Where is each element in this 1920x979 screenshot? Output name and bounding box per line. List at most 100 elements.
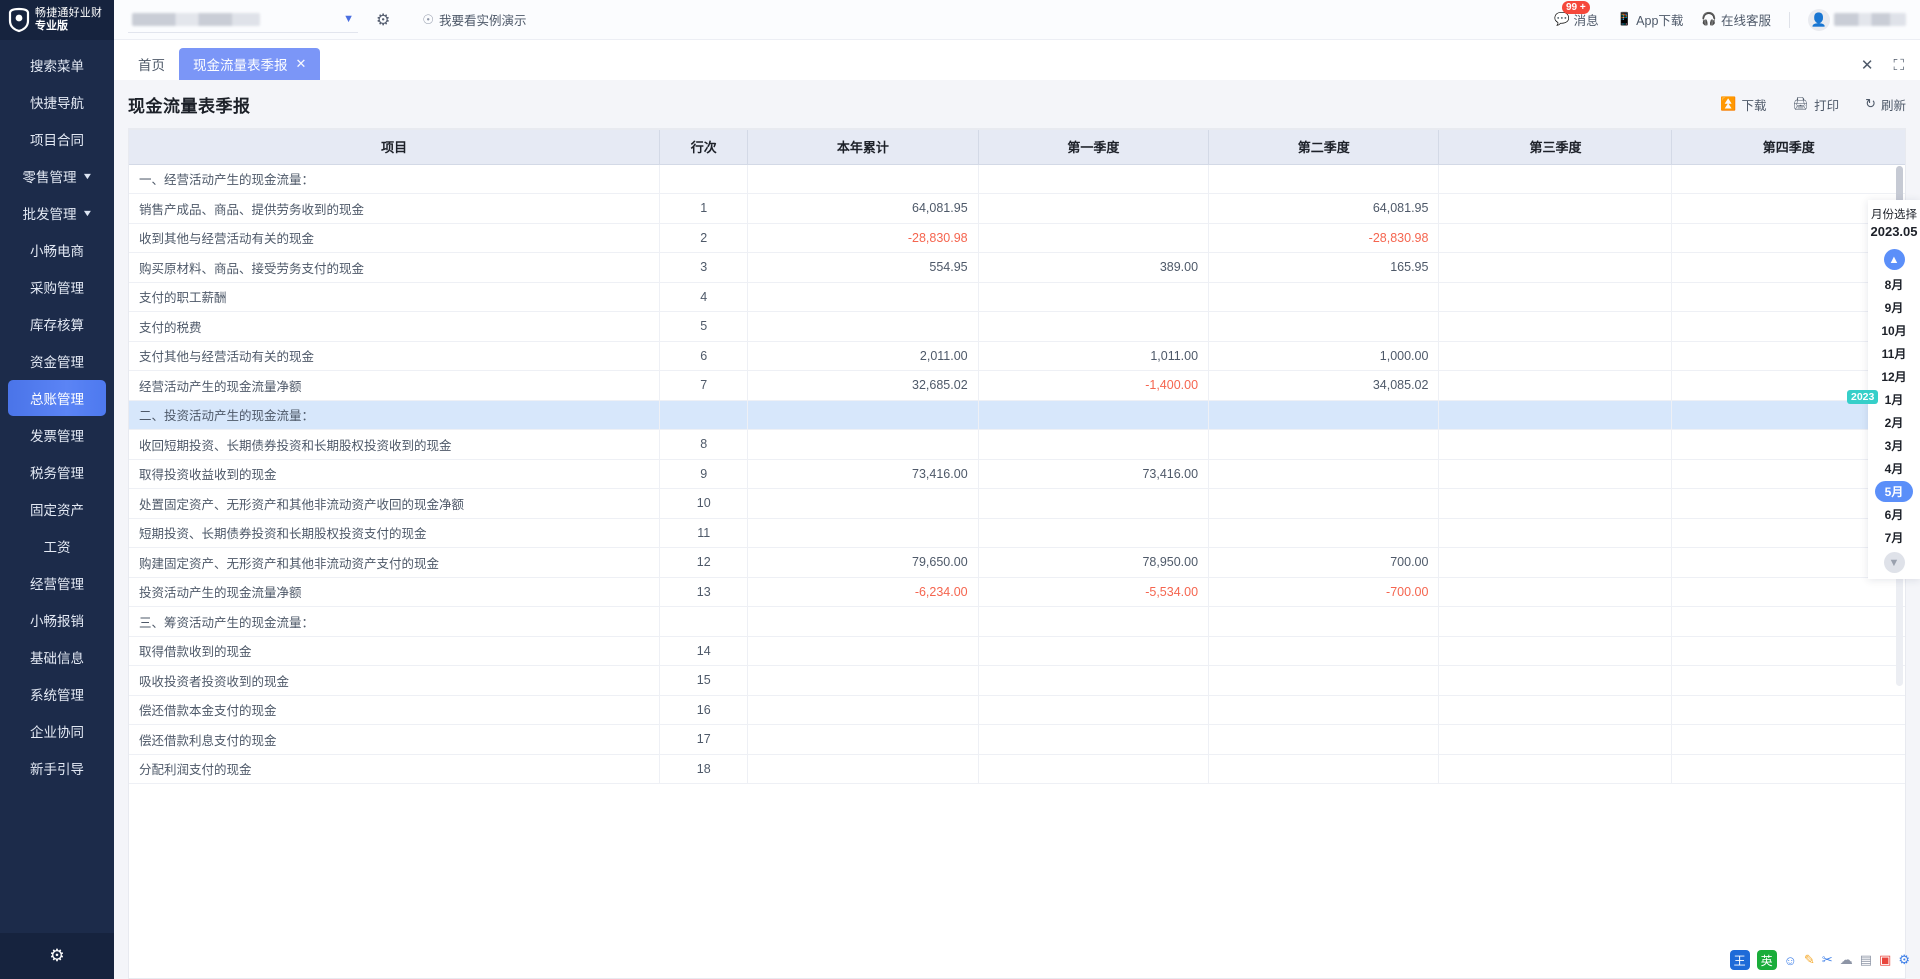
table-row[interactable]: 偿还借款本金支付的现金 16 (129, 695, 1905, 725)
month-option-9月[interactable]: 9月 (1884, 301, 1904, 315)
sidebar-item-1[interactable]: 快捷导航 (8, 84, 106, 120)
cloud-icon[interactable]: ☁ (1840, 952, 1853, 968)
table-row[interactable]: 二、投资活动产生的现金流量： (129, 400, 1905, 430)
tab-cashflow-quarterly[interactable]: 现金流量表季报 ✕ (179, 48, 321, 80)
gear-icon[interactable]: ⚙ (376, 11, 391, 29)
month-option-5月[interactable]: 5月 (1875, 481, 1913, 502)
close-icon[interactable]: ✕ (295, 56, 307, 71)
tab-home-label: 首页 (138, 58, 165, 73)
column-header-6[interactable]: 第四季度 (1671, 130, 1905, 165)
sidebar-item-0[interactable]: 搜索菜单 (8, 47, 106, 83)
month-option-10月[interactable]: 10月 (1881, 324, 1907, 338)
sidebar-item-10[interactable]: 发票管理 (8, 417, 106, 453)
chevron-up-circle-icon[interactable]: ▲ (1883, 249, 1905, 270)
table-row[interactable]: 支付的税费 5 (129, 311, 1905, 342)
sidebar-item-13[interactable]: 工资 (8, 528, 106, 564)
download-button[interactable]: ⏫ 下载 (1720, 95, 1766, 114)
close-all-icon[interactable]: ✕ (1860, 57, 1874, 74)
month-option-2月[interactable]: 2月 (1884, 416, 1904, 430)
column-header-2[interactable]: 本年累计 (747, 130, 979, 165)
month-option-7月[interactable]: 7月 (1884, 531, 1904, 545)
table-row[interactable]: 投资活动产生的现金流量净额 13 -6,234.00 -5,534.00 -700.00 (129, 577, 1905, 607)
messages-button[interactable]: 💬 消息 99 + (1554, 1, 1599, 29)
table-row[interactable]: 购建固定资产、无形资产和其他非流动资产支付的现金 12 79,650.00 78,95… (129, 547, 1905, 578)
fullscreen-icon[interactable]: ⛶ (1893, 56, 1904, 74)
table-row[interactable]: 经营活动产生的现金流量净额 7 32,685.02 -1,400.00 34,085.0… (129, 370, 1905, 401)
table-row[interactable]: 取得投资收益收到的现金 9 73,416.00 73,416.00 (129, 459, 1905, 489)
gear-icon[interactable]: ⚙ (49, 946, 65, 965)
clipboard-icon[interactable]: ▤ (1860, 952, 1872, 968)
smiley-icon[interactable]: ☺ (1784, 953, 1797, 968)
sidebar-item-18[interactable]: 企业协同 (8, 713, 106, 749)
table-row[interactable]: 购买原材料、商品、接受劳务支付的现金 3 554.95 389.00 165.95 (129, 252, 1905, 283)
cell-lineno: 16 (659, 695, 749, 725)
cell-ytd (747, 695, 979, 725)
sidebar-item-19[interactable]: 新手引导 (8, 750, 106, 786)
sidebar-item-2[interactable]: 项目合同 (8, 121, 106, 157)
refresh-button[interactable]: ↻ 刷新 (1865, 95, 1906, 114)
sidebar-item-8[interactable]: 资金管理 (8, 343, 106, 379)
table-row[interactable]: 取得借款收到的现金 14 (129, 636, 1905, 666)
pen-icon[interactable]: ✎ (1804, 952, 1815, 968)
sidebar-item-9[interactable]: 总账管理 (8, 380, 106, 416)
sidebar-item-16[interactable]: 基础信息 (8, 639, 106, 675)
cell-q4 (1671, 193, 1905, 224)
online-service-button[interactable]: 🎧 在线客服 (1701, 10, 1771, 29)
sidebar-item-14[interactable]: 经营管理 (8, 565, 106, 601)
chevron-down-icon[interactable]: ▼ (343, 13, 354, 25)
table-row[interactable]: 销售产成品、商品、提供劳务收到的现金 1 64,081.95 64,081.95 (129, 193, 1905, 224)
sidebar-item-4[interactable]: 批发管理 ▼ (8, 195, 106, 231)
sidebar-item-6[interactable]: 采购管理 (8, 269, 106, 305)
sidebar-item-11[interactable]: 税务管理 (8, 454, 106, 490)
chevron-down-icon[interactable]: ▼ (81, 171, 93, 181)
month-option-6月[interactable]: 6月 (1884, 508, 1904, 522)
table-row[interactable]: 分配利润支付的现金 18 (129, 754, 1905, 784)
table-row[interactable]: 收到其他与经营活动有关的现金 2 -28,830.98 -28,830.98 (129, 223, 1905, 253)
english-input-icon[interactable]: 英 (1756, 950, 1777, 970)
month-option-11月[interactable]: 11月 (1881, 347, 1907, 361)
print-button[interactable]: 🖨 打印 (1793, 95, 1840, 114)
tab-home[interactable]: 首页 (124, 48, 179, 80)
table-row[interactable]: 收回短期投资、长期债券投资和长期股权投资收到的现金 8 (129, 429, 1905, 460)
app-download-button[interactable]: 📱 App下载 (1617, 10, 1684, 29)
cell-q4 (1671, 518, 1905, 548)
sidebar-item-17[interactable]: 系统管理 (8, 676, 106, 712)
demo-link[interactable]: ☉ 我要看实例演示 (422, 10, 526, 29)
month-option-4月[interactable]: 4月 (1884, 462, 1904, 476)
table-row[interactable]: 吸收投资者投资收到的现金 15 (129, 665, 1905, 696)
sidebar-item-3[interactable]: 零售管理 ▼ (8, 158, 106, 194)
column-header-0[interactable]: 项目 (129, 130, 661, 165)
column-header-4[interactable]: 第二季度 (1208, 130, 1440, 165)
user-menu[interactable]: 👤 (1808, 8, 1906, 31)
chevron-down-icon[interactable]: ▼ (81, 208, 93, 218)
sidebar-item-15[interactable]: 小畅报销 (8, 602, 106, 638)
sidebar-item-5[interactable]: 小畅电商 (8, 232, 106, 268)
month-option-8月[interactable]: 8月 (1884, 278, 1904, 292)
month-option-3月[interactable]: 3月 (1884, 439, 1904, 453)
table-row[interactable]: 处置固定资产、无形资产和其他非流动资产收回的现金净额 10 (129, 488, 1905, 519)
cell-lineno: 10 (659, 488, 749, 519)
table-row[interactable]: 支付其他与经营活动有关的现金 6 2,011.00 1,011.00 1,000.00 (129, 341, 1905, 371)
column-header-5[interactable]: 第三季度 (1438, 130, 1673, 165)
month-option-1月[interactable]: 1月 (1884, 393, 1904, 407)
cell-q3 (1438, 370, 1673, 401)
sidebar-item-7[interactable]: 库存核算 (8, 306, 106, 342)
table-row[interactable]: 一、经营活动产生的现金流量： (129, 164, 1905, 194)
table-row[interactable]: 偿还借款利息支付的现金 17 (129, 724, 1905, 755)
table-row[interactable]: 支付的职工薪酬 4 (129, 282, 1905, 312)
column-header-3[interactable]: 第一季度 (978, 130, 1210, 165)
month-option-12月[interactable]: 12月 (1881, 370, 1907, 384)
scissors-icon[interactable]: ✂ (1822, 952, 1833, 968)
toolbox-icon[interactable]: ▣ (1879, 952, 1891, 968)
cell-q2 (1208, 400, 1440, 430)
company-select[interactable]: ▼ (128, 7, 358, 33)
sidebar-footer[interactable]: ⚙ (0, 933, 114, 979)
sidebar-item-12[interactable]: 固定资产 (8, 491, 106, 527)
wang-input-icon[interactable]: 王 (1729, 950, 1750, 970)
table-row[interactable]: 短期投资、长期债券投资和长期股权投资支付的现金 11 (129, 518, 1905, 548)
chevron-down-circle-icon[interactable]: ▼ (1883, 552, 1905, 573)
cloud-glyph: ☁ (1839, 952, 1853, 967)
column-header-1[interactable]: 行次 (659, 130, 749, 165)
table-row[interactable]: 三、筹资活动产生的现金流量： (129, 606, 1905, 637)
settings-icon[interactable]: ⚙ (1898, 952, 1910, 968)
